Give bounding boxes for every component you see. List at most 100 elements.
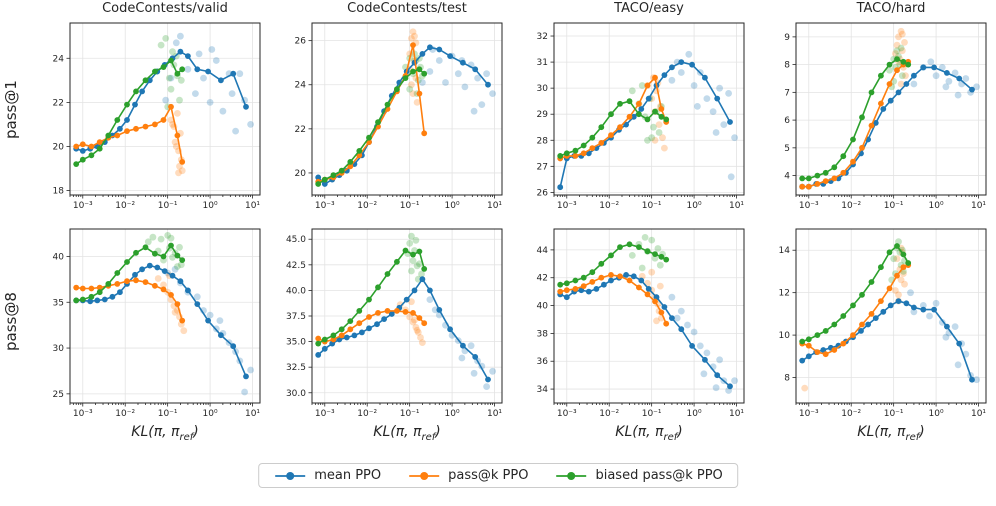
svg-text:7: 7 [784,88,790,98]
svg-text:42: 42 [537,274,548,284]
line-mean-ppo [559,61,731,188]
axes-frame [69,22,261,196]
axis-ticks [792,249,979,407]
svg-text:10⁰: 10⁰ [687,409,702,419]
line-pass-k-ppo [559,76,667,160]
xlabel-text: KL(π, π [857,424,906,440]
tick-labels: 10⁻³ 10⁻² 10⁻¹ 10⁰ 10¹ 25 30 35 40 [53,252,261,419]
svg-text:6: 6 [784,116,790,126]
gridlines [312,23,502,195]
legend-label: mean PPO [314,468,382,483]
svg-text:30: 30 [53,344,65,354]
svg-text:40: 40 [53,252,65,262]
markers-pass-k-ppo [315,308,428,345]
svg-text:10⁻²: 10⁻² [841,409,861,419]
markers-mean-ppo [799,298,975,383]
xlabel-suffix: ) [919,424,925,440]
svg-text:20: 20 [295,169,307,179]
svg-text:22: 22 [295,125,306,135]
svg-text:26: 26 [295,37,307,47]
svg-text:10¹: 10¹ [729,409,744,419]
svg-text:10⁻¹: 10⁻¹ [884,201,904,211]
x-axis-label: KL(π, πref) [312,424,502,443]
svg-text:10⁰: 10⁰ [203,201,218,211]
svg-text:10¹: 10¹ [971,409,986,419]
axes-frame [311,22,503,196]
markers-biased-pass-k-ppo [557,241,670,288]
svg-text:35: 35 [53,298,64,308]
svg-text:24: 24 [53,54,65,64]
svg-text:10⁻³: 10⁻³ [73,409,93,419]
svg-text:42.5: 42.5 [286,261,306,271]
scatter-mean-ppo [668,293,738,394]
svg-text:10¹: 10¹ [971,201,986,211]
svg-text:10⁻²: 10⁻² [115,409,135,419]
tick-labels: 10⁻³ 10⁻² 10⁻¹ 10⁰ 10¹ 4 5 6 7 8 9 [784,33,986,211]
gridlines [796,229,986,403]
axes-frame [311,228,503,404]
svg-text:38: 38 [537,329,549,339]
row-label-pass8: pass@8 [2,292,20,352]
xlabel-subscript: ref [421,431,436,443]
subplot-codecontests-valid-pass8: 10⁻³ 10⁻² 10⁻¹ 10⁰ 10¹ 25 30 35 40 KL(π, πref) [26,224,268,443]
scatter-pass-k-ppo [801,244,908,392]
svg-text:24: 24 [295,81,307,91]
figure-legend: mean PPO pass@k PPO biased pass@k PPO [258,463,738,488]
tick-labels: 10⁻³ 10⁻² 10⁻¹ 10⁰ 10¹ 20 22 24 26 [295,37,503,211]
scatter-mean-ppo [162,32,255,135]
svg-text:10⁰: 10⁰ [445,201,460,211]
scatter-mean-ppo [668,50,738,181]
markers-biased-pass-k-ppo [315,66,428,187]
plot-canvas: 10⁻³ 10⁻² 10⁻¹ 10⁰ 10¹ 20 22 24 26 [295,22,503,211]
svg-text:32: 32 [537,32,548,42]
xlabel-text: KL(π, π [615,424,664,440]
svg-text:36: 36 [537,357,549,367]
axis-ticks [66,57,253,199]
svg-text:27: 27 [537,162,548,172]
scatter-biased-pass-k-ppo [886,44,906,91]
plot-canvas: 10⁻³ 10⁻² 10⁻¹ 10⁰ 10¹ 34 36 38 40 42 44 [537,228,745,419]
tick-labels: 10⁻³ 10⁻² 10⁻¹ 10⁰ 10¹ 18 20 22 24 [53,54,261,211]
svg-text:40: 40 [537,302,549,312]
subplot-codecontests-test-pass1: CodeContests/test 10⁻³ 10⁻² 10⁻¹ 10⁰ 10¹ 20 22… [268,0,510,214]
subplot-title: CodeContests/valid [102,1,228,16]
svg-text:10⁻³: 10⁻³ [315,201,335,211]
legend-item-pass-k-ppo: pass@k PPO [407,468,528,483]
legend-item-biased-pass-k-ppo: biased pass@k PPO [554,468,723,483]
legend-label: biased pass@k PPO [595,468,723,483]
subplot-title: TACO/hard [856,1,926,16]
gridlines [312,229,502,403]
svg-text:25: 25 [53,390,64,400]
svg-text:10⁰: 10⁰ [203,409,218,419]
svg-text:10⁻³: 10⁻³ [799,201,819,211]
plot-canvas: 10⁻³ 10⁻² 10⁻¹ 10⁰ 10¹ 4 5 6 7 8 9 [784,22,987,211]
axes-frame [795,22,987,196]
svg-text:8: 8 [784,374,790,384]
markers-biased-pass-k-ppo [73,242,186,304]
svg-text:22: 22 [53,98,64,108]
svg-text:8: 8 [784,61,790,71]
markers-biased-pass-k-ppo [73,57,186,168]
svg-text:10¹: 10¹ [487,201,502,211]
axis-ticks [550,249,737,407]
svg-text:10⁰: 10⁰ [929,409,944,419]
subplot-taco-easy-pass8: 10⁻³ 10⁻² 10⁻¹ 10⁰ 10¹ 34 36 38 40 42 44 KL(π, πre… [510,224,752,443]
svg-text:10: 10 [779,331,791,341]
gridlines [70,229,260,403]
markers-mean-ppo [315,276,491,383]
xlabel-suffix: ) [193,424,199,440]
svg-text:30.0: 30.0 [286,389,306,399]
axes-frame [69,228,261,404]
svg-text:31: 31 [537,58,548,68]
svg-text:10⁻¹: 10⁻¹ [158,409,178,419]
markers-pass-k-ppo [73,103,186,165]
legend-marker-icon [556,471,587,480]
svg-text:10⁻³: 10⁻³ [557,409,577,419]
svg-text:18: 18 [53,187,65,197]
subplot-taco-hard-pass8: 10⁻³ 10⁻² 10⁻¹ 10⁰ 10¹ 8 10 12 14 KL(π, πref) [752,224,994,443]
markers-mean-ppo [557,59,733,191]
subplot-taco-hard-pass1: TACO/hard 10⁻³ 10⁻² 10⁻¹ 10⁰ 10¹ 4 5 6 7 8 9 [752,0,994,214]
svg-text:37.5: 37.5 [286,312,306,322]
subplot-codecontests-test-pass8: 10⁻³ 10⁻² 10⁻¹ 10⁰ 10¹ 30.0 32.5 35.0 37.5 40.0 42… [268,224,510,443]
